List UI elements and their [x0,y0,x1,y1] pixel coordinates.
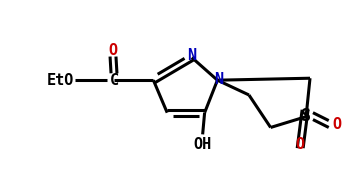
Text: O: O [295,137,305,152]
Text: O: O [108,43,118,58]
Text: S: S [301,107,311,125]
Text: C: C [109,73,118,88]
Text: N: N [214,72,223,87]
Text: EtO: EtO [47,73,75,88]
Text: O: O [332,117,341,132]
Text: N: N [187,48,196,63]
Text: OH: OH [194,137,212,152]
